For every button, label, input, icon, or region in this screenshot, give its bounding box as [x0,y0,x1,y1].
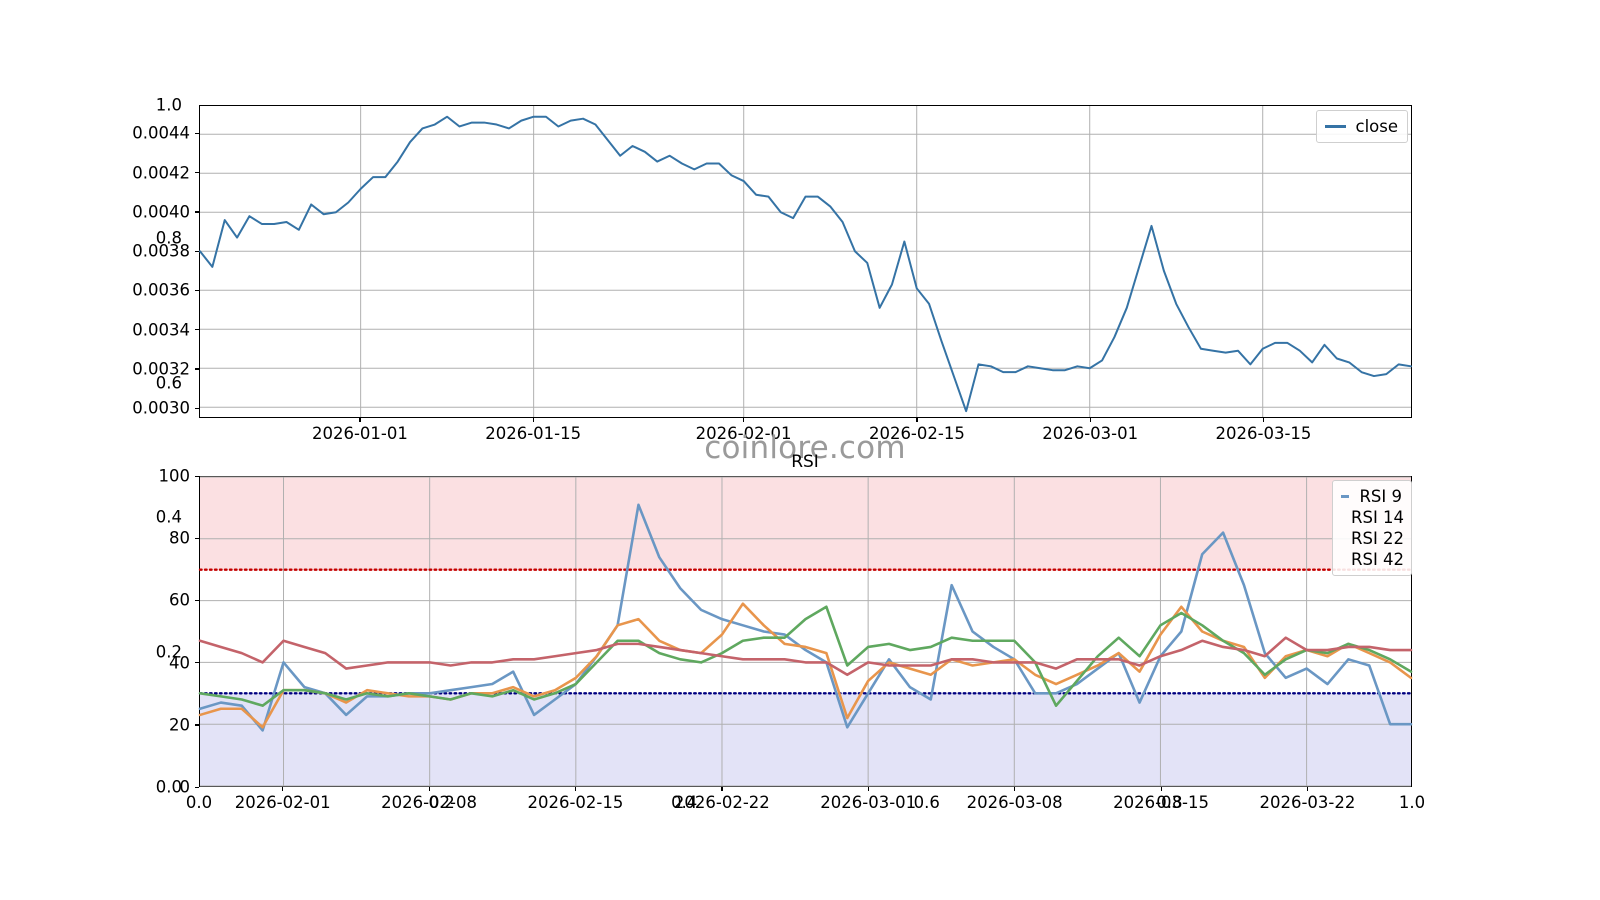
price-chart-axes [199,105,1412,418]
rsi-x-tick-label: 2026-03-08 [966,793,1063,812]
price-y-tick-label: 0.0030 [132,398,190,418]
legend-label: RSI 42 [1351,550,1405,569]
price-y-tick-label: 0.0040 [132,202,190,222]
legend-item[interactable]: close [1325,116,1398,137]
rsi-y-tick-mark [195,599,199,602]
price-y-tick-mark [195,132,199,135]
rsi-y-tick-mark [195,662,199,664]
rsi-y-tick-mark [195,786,199,788]
rsi-x-tick-mark [721,787,723,791]
price-y-tick-label: 0.0042 [132,163,190,183]
rsi-x-tick-label: 2026-02-15 [527,793,624,812]
rsi-x-tick-mark [867,787,870,791]
rsi-x-tick-mark [1306,787,1309,791]
price-y-tick-label: 0.0044 [132,123,190,143]
watermark: coinlore.com [704,430,906,466]
rsi-y-tick-label: 0 [179,777,191,797]
price-y-ghost-tick-label: 0.6 [155,373,182,393]
price-x-tick-mark [1262,418,1265,422]
rsi-x-tick-mark [1160,787,1162,791]
price-y-ghost-tick-label: 1.0 [155,95,182,115]
price-y-tick-label: 0.0034 [132,320,190,340]
price-x-tick-label: 2026-03-15 [1215,424,1312,443]
rsi-x-tick-mark [574,787,577,791]
price-x-tick-mark [359,418,361,422]
price-y-tick-mark [195,368,199,370]
price-x-tick-label: 2026-01-01 [311,424,408,443]
price-y-tick-mark [195,329,199,331]
price-x-tick-mark [532,418,534,422]
price-y-tick-mark [195,250,199,252]
rsi-y-tick-mark [195,537,199,539]
rsi-y-tick-label: 100 [158,466,191,486]
price-y-tick-mark [195,211,199,213]
rsi-x-ghost-tick-label: 0.0 [185,793,213,812]
legend-label: RSI 22 [1351,529,1405,548]
rsi-x-tick-label: 2026-02-08 [381,793,477,812]
price-y-tick-mark [195,172,199,174]
rsi-title: RSI [791,452,819,472]
legend-item[interactable]: RSI 22 [1341,528,1405,549]
price-x-tick-label: 2026-02-15 [868,424,965,443]
rsi-y-ghost-tick-label: 0.2 [155,642,182,662]
rsi-x-ghost-tick-label: 0.4 [671,793,698,812]
price-x-tick-mark [743,418,745,422]
rsi-x-tick-label: 2026-03-22 [1259,793,1356,812]
rsi-plot-area [198,476,1413,787]
price-y-tick-label: 0.0032 [132,359,190,379]
legend-item[interactable]: RSI 42 [1341,549,1405,570]
price-legend[interactable]: close [1316,110,1408,143]
rsi-y-ghost-tick-label: 0.4 [155,507,182,527]
legend-line-swatch [1325,125,1346,128]
price-x-tick-label: 2026-03-01 [1042,424,1139,443]
rsi-x-ghost-tick-label: 0.8 [1156,793,1183,812]
price-y-ghost-tick-label: 0.8 [155,228,182,248]
rsi-y-ghost-tick-label: 0.0 [155,777,182,797]
price-y-tick-mark [195,289,199,292]
rsi-x-ghost-tick-label: 0.6 [913,793,940,812]
rsi-legend[interactable]: RSI 9 RSI 14 RSI 22 RSI 42 [1332,480,1412,576]
rsi-x-tick-label: 2026-02-22 [673,793,770,812]
rsi-y-tick-label: 40 [169,653,190,673]
price-x-tick-label: 2026-01-15 [485,424,582,443]
price-x-tick-label: 2026-02-01 [695,424,792,443]
price-x-tick-mark [916,418,918,422]
price-y-tick-label: 0.0036 [132,280,190,300]
price-y-tick-label: 0.0038 [132,241,190,261]
price-x-tick-mark [1089,418,1091,422]
rsi-x-tick-label: 2026-03-01 [820,793,917,812]
rsi-x-ghost-tick-label: 1.0 [1398,793,1426,812]
rsi-x-tick-mark [428,787,430,791]
legend-line-swatch [1341,495,1350,498]
rsi-y-tick-mark [195,475,199,477]
legend-label: close [1355,117,1399,136]
legend-item[interactable]: RSI 14 [1341,507,1405,528]
price-plot-area [199,106,1412,417]
rsi-y-tick-label: 80 [169,528,190,548]
legend-item[interactable]: RSI 9 [1341,486,1402,507]
rsi-y-tick-label: 60 [169,590,190,610]
legend-label: RSI 14 [1351,508,1405,527]
rsi-x-tick-label: 2026-03-15 [1113,793,1209,812]
rsi-x-tick-label: 2026-02-01 [234,793,331,812]
rsi-x-tick-mark [282,787,284,791]
rsi-chart-axes [198,476,1413,787]
price-y-tick-mark [195,407,199,409]
rsi-x-tick-mark [1014,787,1016,791]
rsi-x-ghost-tick-label: 0.2 [428,793,455,812]
rsi-y-tick-label: 20 [169,715,190,735]
rsi-y-tick-mark [195,724,199,726]
legend-label: RSI 9 [1359,487,1402,506]
